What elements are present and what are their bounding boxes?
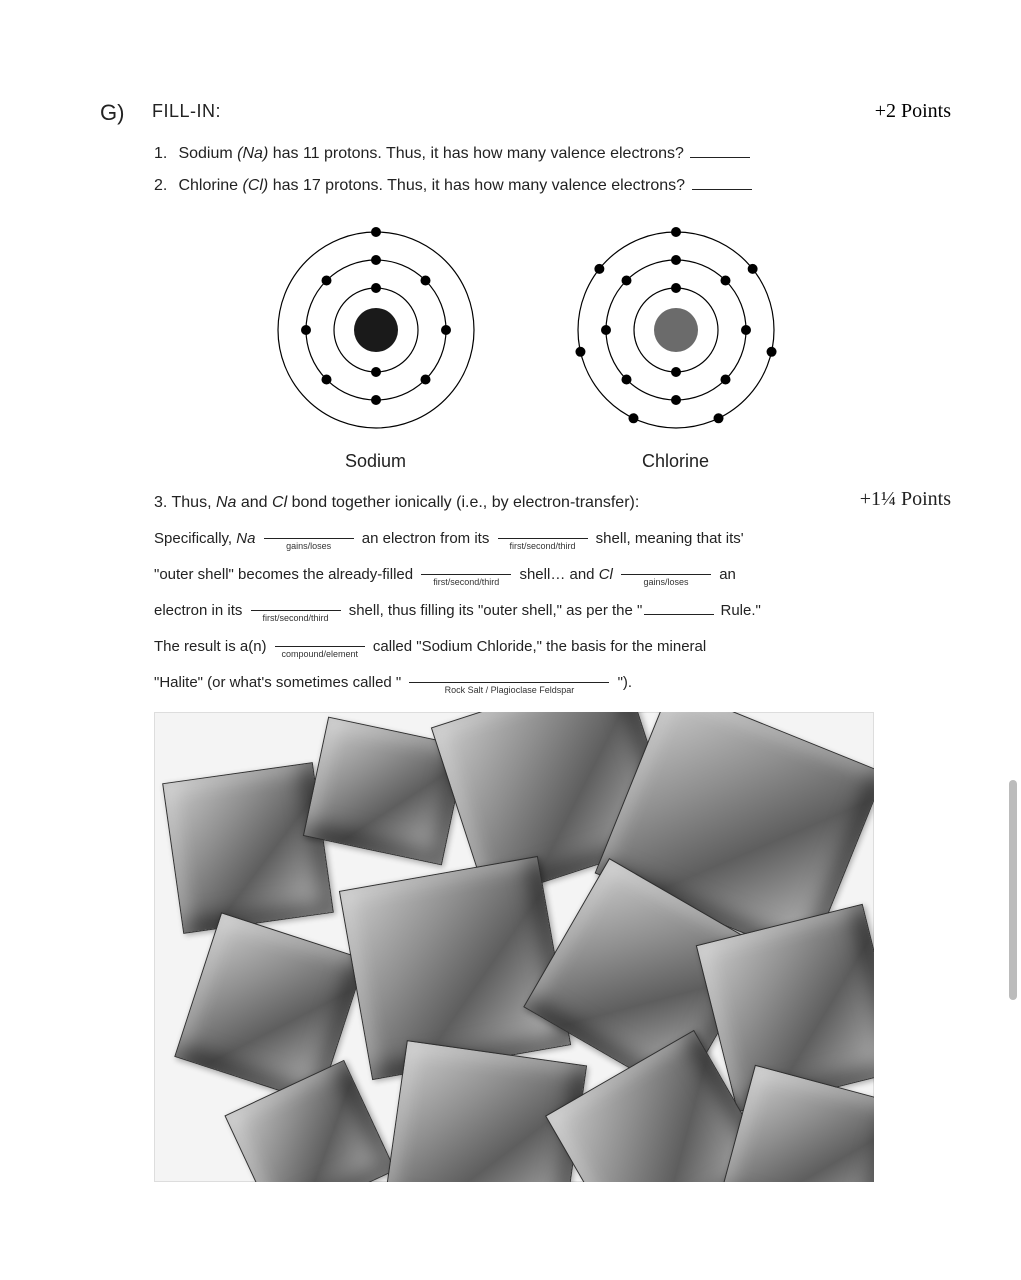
q3-line3: electron in its first/second/third shell… <box>154 596 951 626</box>
q1-italic: (Na) <box>237 145 268 162</box>
points-q3: +1¼ Points <box>860 488 951 511</box>
hint-shell-3: first/second/third <box>249 612 343 624</box>
chlorine-atom: Chlorine <box>566 220 786 472</box>
points-top: +2 Points <box>875 100 951 123</box>
blank-gains-loses-1[interactable]: gains/loses <box>262 524 356 552</box>
blank-gains-loses-2[interactable]: gains/loses <box>619 560 713 588</box>
halite-photo <box>154 712 874 1182</box>
question-3: 3. Thus, Na and Cl bond together ionical… <box>154 488 951 698</box>
sodium-svg <box>266 220 486 440</box>
q3-l2-cl: Cl <box>599 566 617 583</box>
q3-l4-b: called "Sodium Chloride," the basis for … <box>373 638 706 655</box>
q3-line4: The result is a(n) compound/element call… <box>154 632 951 662</box>
chlorine-svg <box>566 220 786 440</box>
sodium-label: Sodium <box>266 451 486 472</box>
blank-shell-3[interactable]: first/second/third <box>249 596 343 624</box>
q2-text-b: has 17 protons. Thus, it has how many va… <box>268 177 689 194</box>
q3-tail: bond together ionically (i.e., by electr… <box>287 494 639 511</box>
q3-l5-a: "Halite" (or what's sometimes called " <box>154 674 401 691</box>
q1-blank[interactable] <box>690 143 750 158</box>
hint-rocksalt: Rock Salt / Plagioclase Feldspar <box>407 684 611 696</box>
q3-number: 3. <box>154 494 167 511</box>
blank-rule[interactable] <box>644 600 714 615</box>
q3-cl: Cl <box>272 494 287 511</box>
halite-crystal <box>162 762 334 934</box>
q3-and: and <box>236 494 272 511</box>
q2-text-a: Chlorine <box>178 177 242 194</box>
worksheet-page: G) FILL-IN: +2 Points 1. Sodium (Na) has… <box>0 0 1021 1212</box>
hint-compound: compound/element <box>273 648 367 660</box>
q3-l2-a: "outer shell" becomes the already-filled <box>154 566 417 583</box>
q3-l3-b: shell, thus filling its "outer shell," a… <box>349 602 643 619</box>
q2-number: 2. <box>154 172 174 200</box>
q3-l1-a: Specifically, <box>154 530 236 547</box>
sodium-atom: Sodium <box>266 220 486 472</box>
q3-l5-b: "). <box>618 674 633 691</box>
blank-shell-2[interactable]: first/second/third <box>419 560 513 588</box>
section-heading: FILL-IN: <box>152 101 221 122</box>
question-2: 2. Chlorine (Cl) has 17 protons. Thus, i… <box>154 172 951 200</box>
q3-l1-na: Na <box>236 530 259 547</box>
blank-rocksalt[interactable]: Rock Salt / Plagioclase Feldspar <box>407 668 611 696</box>
hint-gains-loses-2: gains/loses <box>619 576 713 588</box>
hint-gains-loses: gains/loses <box>262 540 356 552</box>
question-1: 1. Sodium (Na) has 11 protons. Thus, it … <box>154 140 951 168</box>
q1-text-b: has 11 protons. Thus, it has how many va… <box>268 145 688 162</box>
blank-compound[interactable]: compound/element <box>273 632 367 660</box>
q2-italic: (Cl) <box>242 177 268 194</box>
blank-shell-1[interactable]: first/second/third <box>496 524 590 552</box>
q3-l3-a: electron in its <box>154 602 247 619</box>
hint-shell-1: first/second/third <box>496 540 590 552</box>
q3-l1-b: an electron from its <box>362 530 494 547</box>
q1-text-a: Sodium <box>178 145 237 162</box>
q3-l1-c: shell, meaning that its' <box>596 530 744 547</box>
chlorine-label: Chlorine <box>566 451 786 472</box>
q3-na: Na <box>216 494 236 511</box>
q3-line1: Specifically, Na gains/loses an electron… <box>154 524 951 554</box>
section-letter: G) <box>100 100 130 126</box>
q1-number: 1. <box>154 140 174 168</box>
q2-blank[interactable] <box>692 175 752 190</box>
q3-lead: Thus, <box>172 494 216 511</box>
scrollbar[interactable] <box>1009 780 1017 1000</box>
q3-l2-b: shell… and <box>519 566 598 583</box>
q3-l3-c: Rule." <box>716 602 761 619</box>
q3-l4-a: The result is a(n) <box>154 638 271 655</box>
hint-shell-2: first/second/third <box>419 576 513 588</box>
q3-line2: "outer shell" becomes the already-filled… <box>154 560 951 590</box>
q3-l2-c: an <box>719 566 736 583</box>
atom-diagrams: Sodium Chlorine <box>100 220 951 472</box>
q3-line5: "Halite" (or what's sometimes called " R… <box>154 668 951 698</box>
